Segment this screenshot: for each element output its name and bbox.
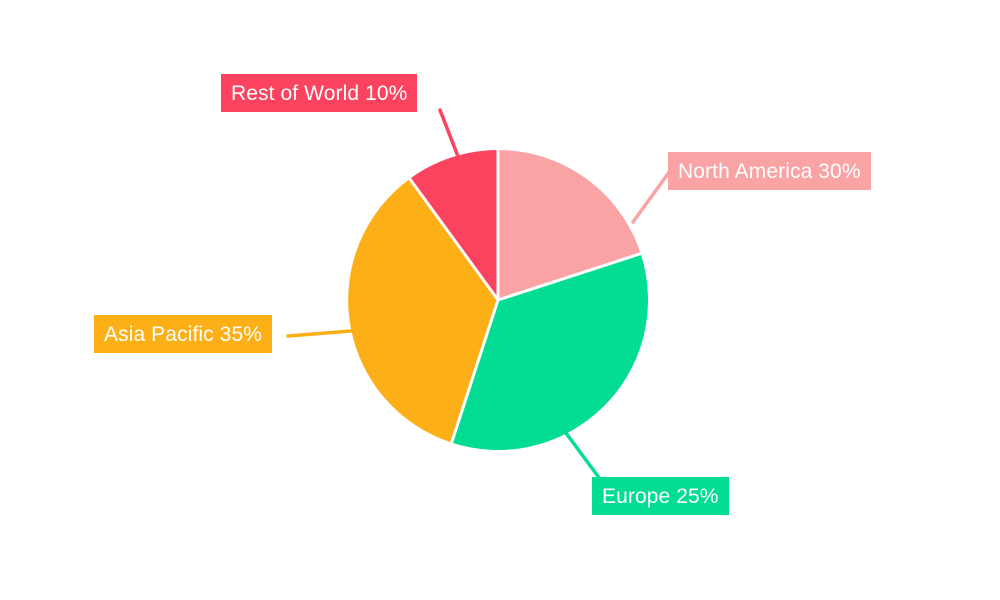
leader-lines-group (286, 108, 672, 481)
leader-line-rest-of-world (438, 108, 461, 161)
pie-slice-dividers-group (408, 150, 642, 444)
pie-label-rest-of-world[interactable]: Rest of World 10% (221, 74, 418, 112)
pie-label-north-america[interactable]: North America 30% (668, 152, 871, 190)
pie-label-europe[interactable]: Europe 25% (592, 477, 729, 515)
leader-line-europe (564, 431, 602, 481)
slice-divider-north-america-europe (497, 252, 642, 302)
pie-slice-rest-of-world[interactable] (409, 150, 498, 300)
leader-line-north-america (631, 169, 672, 224)
pie-slice-europe[interactable] (451, 253, 649, 450)
pie-slices-group (348, 149, 649, 450)
slice-divider-europe-asia-pacific (450, 299, 500, 444)
pie-slice-asia-pacific[interactable] (348, 178, 498, 443)
leader-line-asia-pacific (286, 329, 353, 338)
pie-slice-north-america[interactable] (498, 149, 641, 300)
slice-divider-asia-pacific-rest-of-world (408, 177, 500, 301)
pie-label-asia-pacific[interactable]: Asia Pacific 35% (94, 315, 273, 353)
